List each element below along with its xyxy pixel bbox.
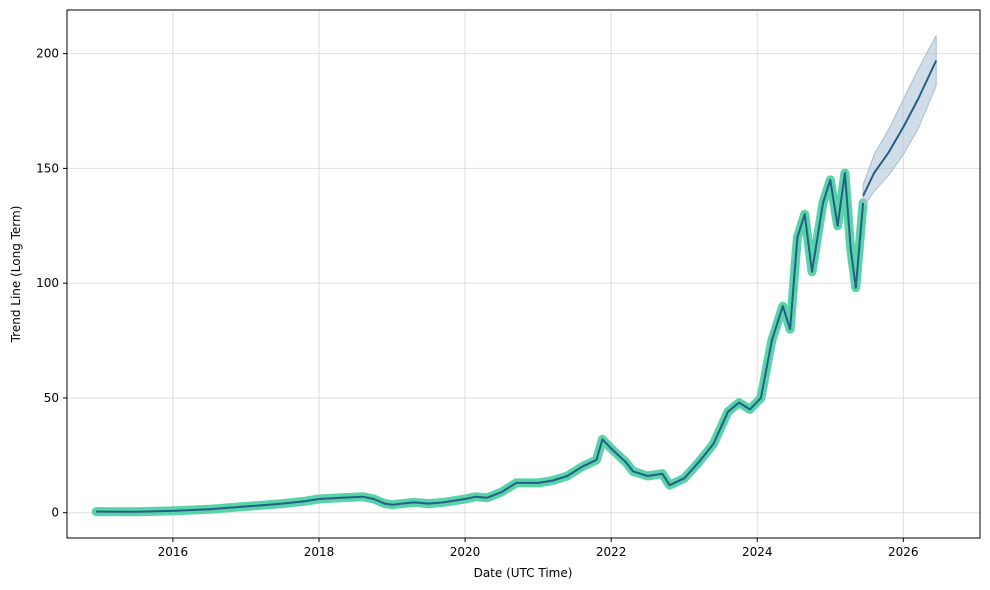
historical-trend-line	[96, 172, 865, 513]
x-tick-label: 2026	[888, 545, 919, 559]
x-tick-label: 2016	[158, 545, 189, 559]
x-tick-label: 2020	[450, 545, 481, 559]
trend-lines-layer	[96, 60, 938, 513]
y-tick-label: 150	[36, 161, 59, 175]
y-tick-label: 0	[51, 506, 59, 520]
y-tick-label: 200	[36, 47, 59, 61]
x-tick-label: 2024	[742, 545, 773, 559]
forecast-trend-line	[862, 60, 938, 197]
y-axis: 0 50 100 150 200	[36, 47, 67, 520]
y-axis-label: Trend Line (Long Term)	[9, 206, 23, 344]
plot-frame	[66, 9, 981, 539]
x-axis-label: Date (UTC Time)	[474, 566, 573, 580]
x-tick-label: 2018	[304, 545, 335, 559]
y-tick-label: 100	[36, 276, 59, 290]
x-tick-label: 2022	[596, 545, 627, 559]
y-tick-label: 50	[44, 391, 59, 405]
x-axis: 2016 2018 2020 2022 2024 2026	[158, 538, 919, 559]
